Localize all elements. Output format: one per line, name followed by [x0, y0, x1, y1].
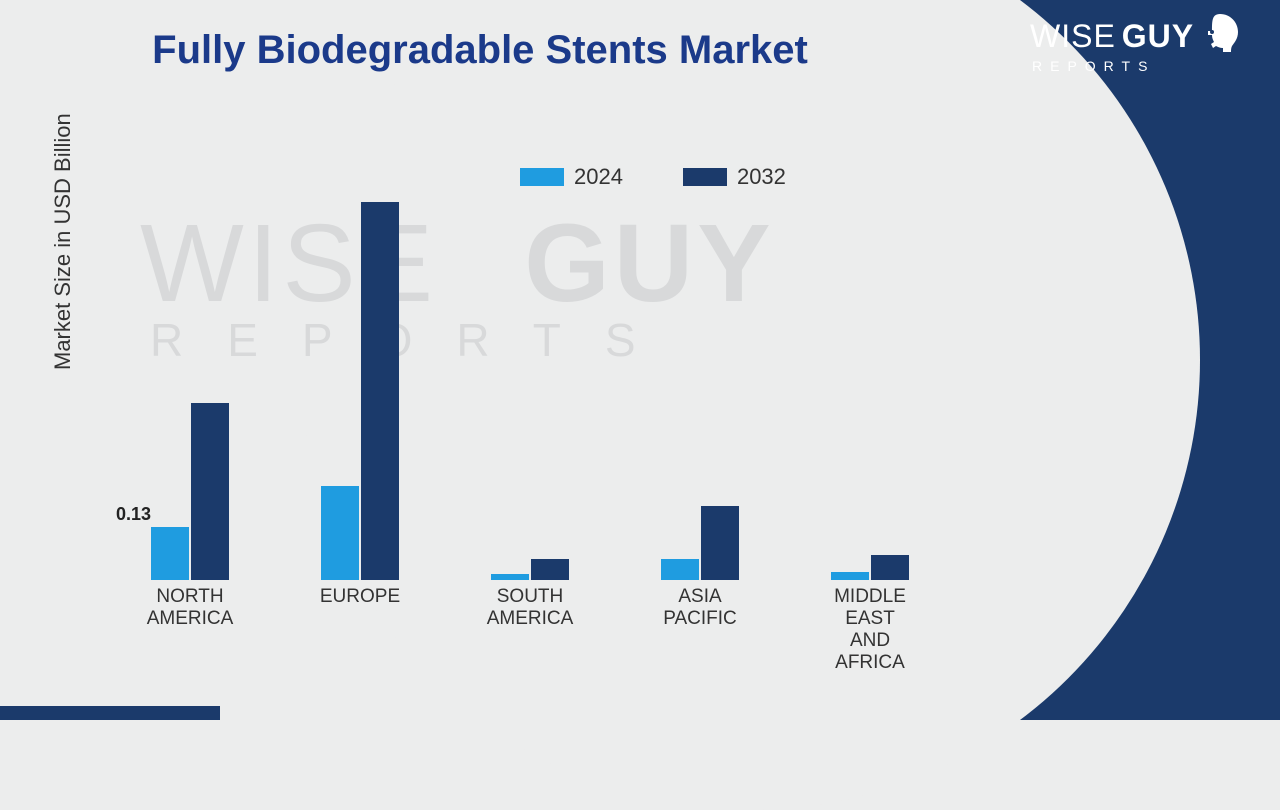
brand-logo: WISE GUY REPORTS [1030, 18, 1260, 74]
bar-chart: 0.13 [100, 190, 920, 580]
bar-group [300, 202, 420, 580]
legend-swatch-2024 [520, 168, 564, 186]
plot-area: 0.13 [100, 190, 920, 580]
bar-2024 [661, 559, 699, 580]
legend-swatch-2032 [683, 168, 727, 186]
bar-2032 [531, 559, 569, 580]
bar-2024 [151, 527, 189, 580]
bar-2032 [191, 403, 229, 580]
x-label: SOUTHAMERICA [460, 586, 600, 630]
bar-2032 [701, 506, 739, 580]
bar-2024 [831, 572, 869, 580]
x-axis-labels: NORTHAMERICA EUROPE SOUTHAMERICA ASIAPACIFI… [100, 586, 920, 706]
x-label: EUROPE [290, 586, 430, 608]
logo-head-icon [1196, 12, 1244, 60]
bottom-accent-bar [0, 706, 220, 720]
bar-2032 [361, 202, 399, 580]
x-label: ASIAPACIFIC [630, 586, 770, 630]
legend-label-2032: 2032 [737, 164, 786, 190]
legend-item-2032: 2032 [683, 164, 786, 190]
chart-title: Fully Biodegradable Stents Market [0, 28, 960, 73]
bar-group [640, 506, 760, 580]
y-axis-label: Market Size in USD Billion [50, 113, 76, 370]
bar-2024 [491, 574, 529, 580]
bar-2032 [871, 555, 909, 580]
logo-text-bold: GUY [1122, 18, 1194, 55]
logo-subtext: REPORTS [1032, 58, 1260, 74]
legend: 2024 2032 [520, 164, 786, 190]
legend-item-2024: 2024 [520, 164, 623, 190]
bar-2024 [321, 486, 359, 580]
legend-label-2024: 2024 [574, 164, 623, 190]
bar-group [470, 559, 590, 580]
x-label: MIDDLEEASTANDAFRICA [800, 586, 940, 673]
x-label: NORTHAMERICA [120, 586, 260, 630]
bar-group [810, 555, 930, 580]
value-label: 0.13 [116, 504, 151, 525]
bar-group [130, 403, 250, 580]
logo-text-thin: WISE [1030, 18, 1116, 55]
